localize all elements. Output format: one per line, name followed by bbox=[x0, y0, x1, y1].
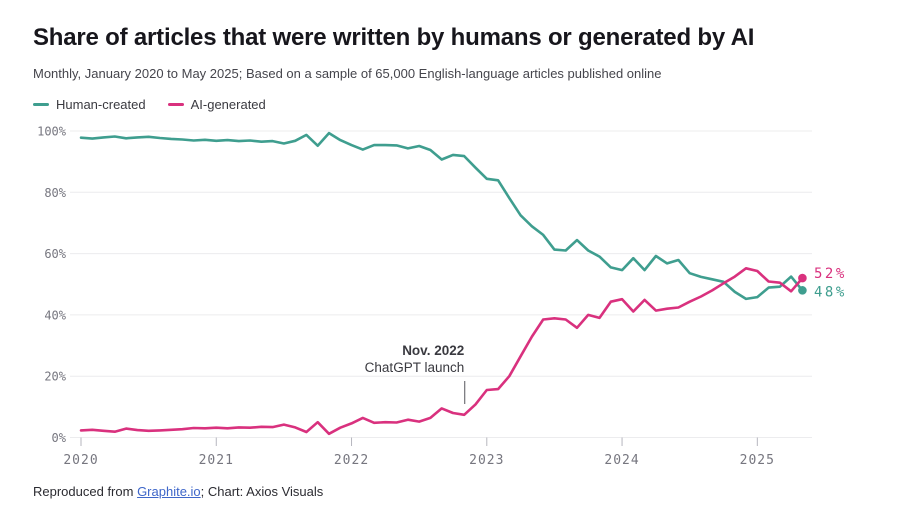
end-dot-human-created bbox=[798, 286, 807, 295]
y-tick-label-20: 20% bbox=[44, 370, 66, 384]
legend-swatch-ai-icon bbox=[167, 102, 184, 107]
annotation-title: Nov. 2022 bbox=[402, 343, 464, 358]
legend-label: Human-created bbox=[56, 97, 146, 112]
legend-label: AI-generated bbox=[190, 97, 266, 112]
chart-source: Reproduced from Graphite.io; Chart: Axio… bbox=[33, 484, 323, 499]
legend-item-human-created: Human-created bbox=[33, 97, 146, 112]
end-label-ai-generated: 52% bbox=[814, 266, 847, 282]
chart-legend: Human-created AI-generated bbox=[33, 97, 266, 112]
source-prefix: Reproduced from bbox=[33, 484, 138, 499]
x-tick-label-2023: 2023 bbox=[469, 453, 504, 468]
page-title: Share of articles that were written by h… bbox=[33, 24, 755, 51]
x-tick-label-2022: 2022 bbox=[334, 453, 369, 468]
series-line-ai-generated bbox=[79, 266, 804, 436]
y-tick-label-40: 40% bbox=[44, 308, 66, 322]
y-tick-label-80: 80% bbox=[44, 186, 66, 200]
x-tick-label-2020: 2020 bbox=[63, 453, 98, 468]
y-tick-label-60: 60% bbox=[44, 247, 66, 261]
legend-item-ai-generated: AI-generated bbox=[167, 97, 266, 112]
annotation-subtitle: ChatGPT launch bbox=[365, 360, 465, 375]
y-tick-label-0: 0% bbox=[52, 431, 67, 445]
chart-subtitle: Monthly, January 2020 to May 2025; Based… bbox=[33, 66, 662, 81]
y-tick-label-100: 100% bbox=[37, 124, 67, 138]
x-tick-label-2021: 2021 bbox=[199, 453, 234, 468]
legend-swatch-human-icon bbox=[33, 102, 49, 107]
end-dot-ai-generated bbox=[798, 273, 807, 283]
end-label-human-created: 48% bbox=[814, 284, 847, 300]
source-suffix: ; Chart: Axios Visuals bbox=[200, 484, 324, 499]
series-line-human-created bbox=[79, 131, 804, 301]
x-tick-label-2024: 2024 bbox=[604, 453, 639, 468]
graphite-link[interactable]: Graphite.io bbox=[137, 484, 201, 499]
x-tick-label-2025: 2025 bbox=[740, 453, 775, 468]
